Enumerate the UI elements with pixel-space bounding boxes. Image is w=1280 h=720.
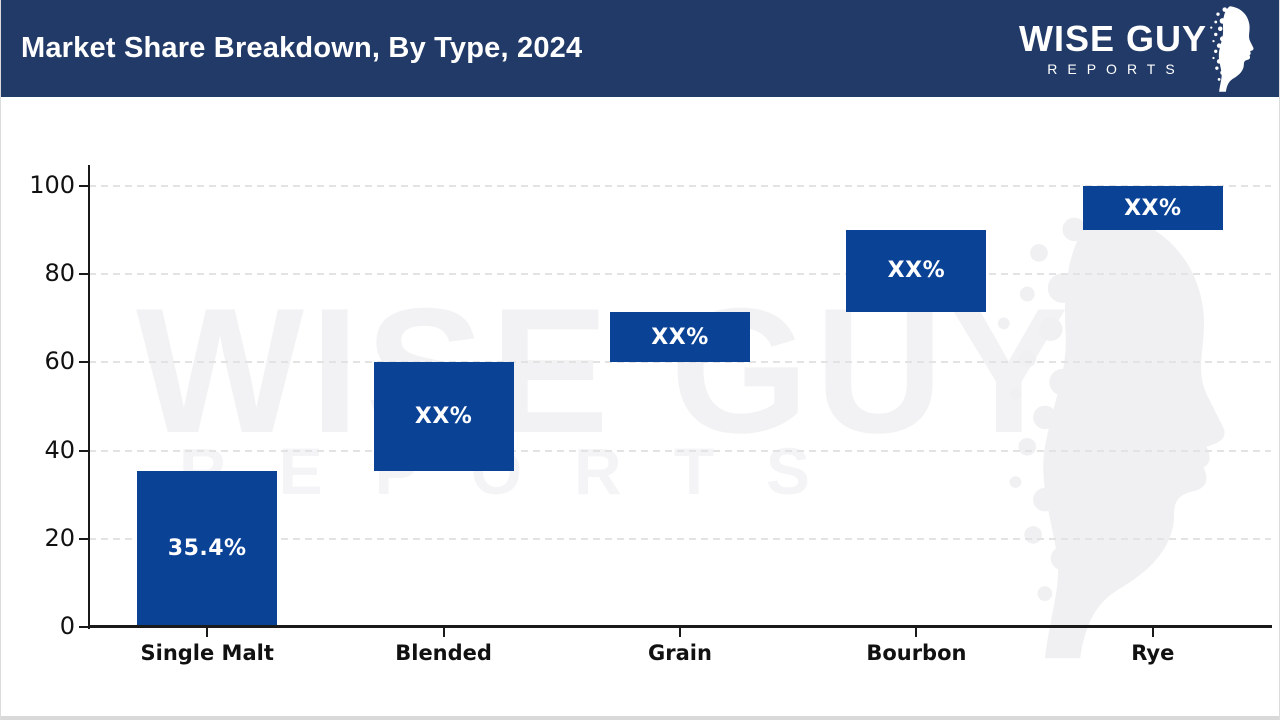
x-axis-tick	[679, 628, 681, 637]
gridline	[89, 537, 1271, 540]
y-axis-tick	[79, 185, 89, 187]
bar-value-label: XX%	[414, 404, 473, 430]
bar-grain: XX%	[610, 311, 750, 363]
y-axis-tick	[79, 537, 89, 540]
y-axis-tick	[79, 273, 89, 276]
bar-value-label: XX%	[1124, 195, 1182, 221]
page-title: Market Share Breakdown, By Type, 2024	[21, 32, 583, 64]
y-axis-line	[88, 165, 90, 629]
bar-rye: XX%	[1082, 186, 1223, 231]
logo-wordmark-sub: REPORTS	[1047, 60, 1185, 77]
logo-wordmark-main: WISE GUY	[1018, 17, 1207, 59]
gridline	[89, 185, 1271, 187]
bottom-border	[1, 716, 1279, 720]
x-axis-tick	[915, 628, 918, 637]
x-axis-category-label: Single Malt	[140, 641, 274, 665]
y-axis-tick-label: 0	[59, 612, 75, 640]
y-axis-tick	[79, 361, 89, 364]
bar-value-label: XX%	[651, 324, 709, 350]
x-axis-category-label: Rye	[1131, 641, 1175, 665]
bar-value-label: XX%	[887, 258, 946, 284]
y-axis-tick-label: 40	[44, 435, 75, 464]
bar-value-label: 35.4%	[167, 536, 247, 562]
x-axis-category-label: Grain	[648, 641, 712, 665]
header: Market Share Breakdown, By Type, 2024 WI…	[1, 0, 1279, 97]
y-axis-tick-label: 20	[44, 523, 75, 552]
gridline	[89, 361, 1271, 364]
bar-blended: XX%	[373, 362, 514, 471]
x-axis-line	[88, 625, 1272, 628]
logo-wordmark: WISE GUY REPORTS	[1018, 17, 1207, 77]
gridline	[89, 273, 1271, 276]
bar-bourbon: XX%	[846, 230, 987, 312]
y-axis-tick-label: 60	[44, 347, 75, 376]
wise-guy-logo: WISE GUY REPORTS	[1019, 4, 1265, 94]
y-axis-tick-label: 100	[29, 171, 75, 199]
x-axis-tick	[206, 628, 209, 637]
bar-single-malt: 35.4%	[137, 470, 278, 627]
y-axis-tick-label: 80	[44, 259, 75, 288]
x-axis-category-label: Bourbon	[866, 641, 967, 665]
y-axis-tick	[79, 449, 89, 452]
x-axis-tick	[1151, 628, 1154, 637]
x-axis-tick	[442, 628, 445, 637]
gridline	[89, 449, 1271, 452]
y-axis-tick	[79, 626, 89, 628]
x-axis-category-label: Blended	[395, 641, 492, 665]
